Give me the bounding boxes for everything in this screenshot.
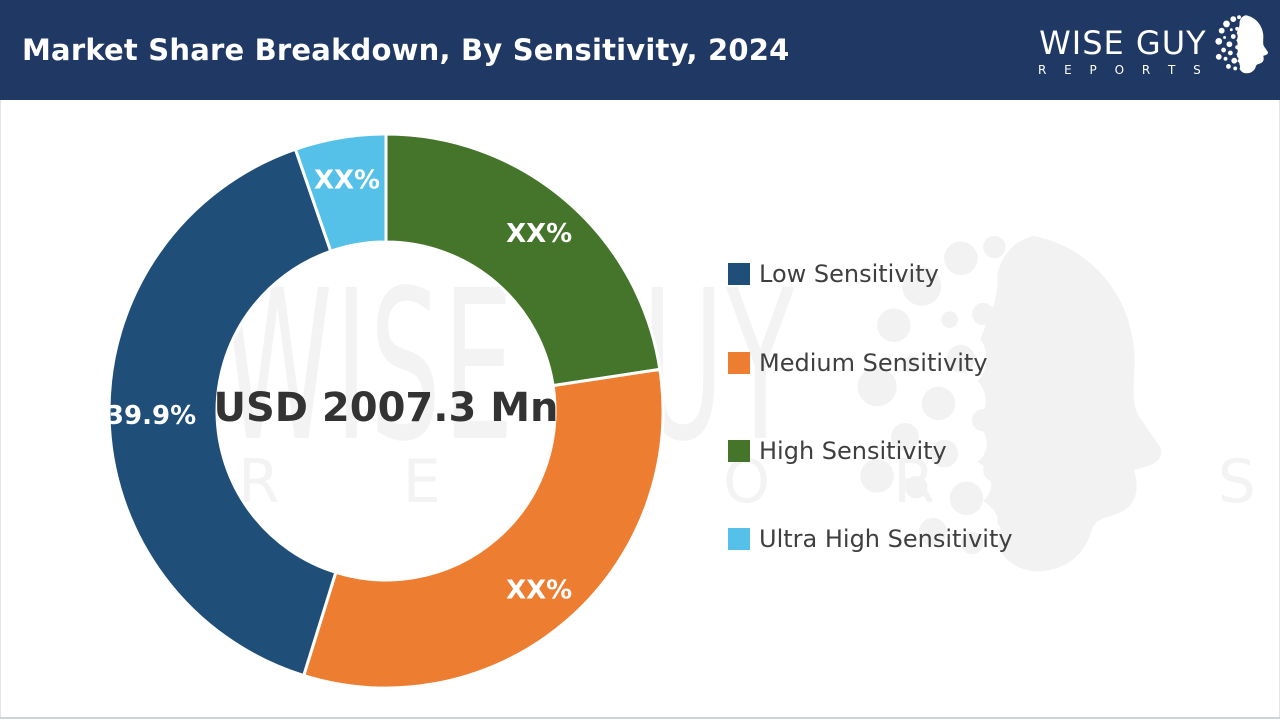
legend-swatch-low-sensitivity (728, 263, 750, 285)
legend-swatch-ultra-high-sensitivity (728, 528, 750, 550)
logo-subtitle: R E P O R T S (1038, 62, 1208, 77)
wise-guy-reports-logo: WISE GUY R E P O R T S (1038, 8, 1270, 94)
legend-label: Medium Sensitivity (759, 349, 988, 377)
legend-item-ultra-high-sensitivity: Ultra High Sensitivity (728, 525, 1013, 553)
donut-chart: XX% XX% 39.9% XX% (106, 132, 665, 690)
legend-item-medium-sensitivity: Medium Sensitivity (728, 349, 988, 377)
legend-swatch-high-sensitivity (728, 440, 750, 462)
header-bar: Market Share Breakdown, By Sensitivity, … (0, 0, 1280, 100)
legend-item-high-sensitivity: High Sensitivity (728, 437, 947, 465)
slice-label-ultra-high-sensitivity: XX% (314, 165, 380, 195)
legend-swatch-medium-sensitivity (728, 352, 750, 374)
page-title: Market Share Breakdown, By Sensitivity, … (22, 33, 790, 67)
legend-label: Low Sensitivity (759, 260, 939, 288)
legend-label: Ultra High Sensitivity (759, 525, 1013, 553)
watermark-text-line1: WISE GUY (222, 247, 797, 488)
slice-label-medium-sensitivity: XX% (506, 575, 572, 605)
donut-slice-high-sensitivity (384, 132, 662, 388)
logo-wordmark: WISE GUY (1039, 23, 1207, 62)
legend-item-low-sensitivity: Low Sensitivity (728, 260, 939, 288)
slice-label-low-sensitivity: 39.9% (106, 401, 196, 431)
donut-slice-low-sensitivity (107, 147, 338, 677)
donut-center-value: USD 2007.3 Mn (213, 385, 559, 431)
donut-slice-medium-sensitivity (302, 367, 665, 690)
bottom-divider (0, 717, 1280, 719)
logo-face-icon (1212, 10, 1270, 92)
slice-label-high-sensitivity: XX% (506, 219, 572, 249)
legend-label: High Sensitivity (759, 437, 947, 465)
donut-slice-ultra-high-sensitivity (293, 132, 388, 253)
